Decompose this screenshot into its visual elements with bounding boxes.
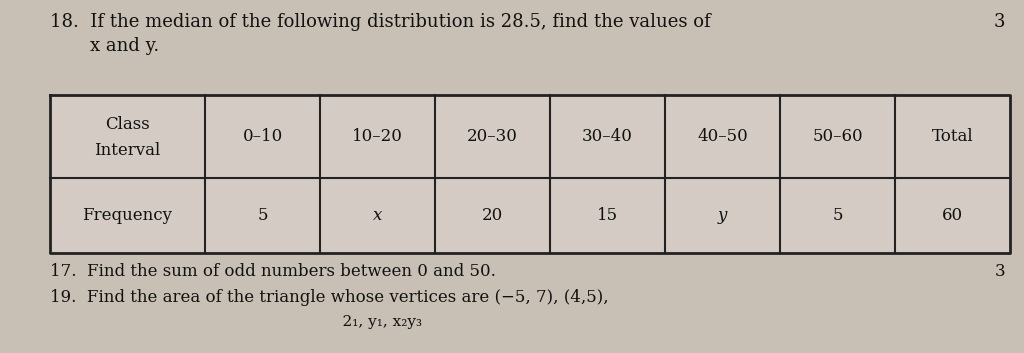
Text: 19.  Find the area of the triangle whose vertices are (−5, 7), (4,5),: 19. Find the area of the triangle whose … xyxy=(50,289,608,306)
Text: x and y.: x and y. xyxy=(90,37,160,55)
Text: Class: Class xyxy=(105,116,150,133)
Text: 5: 5 xyxy=(833,207,843,224)
Text: x: x xyxy=(373,207,382,224)
Text: 0–10: 0–10 xyxy=(243,128,283,145)
Text: 15: 15 xyxy=(597,207,618,224)
Text: Total: Total xyxy=(932,128,974,145)
Text: 2₁, y₁, x₂y₃: 2₁, y₁, x₂y₃ xyxy=(50,315,422,329)
Text: 60: 60 xyxy=(942,207,963,224)
Text: 3: 3 xyxy=(994,263,1005,280)
Bar xyxy=(50,95,1010,253)
Text: 30–40: 30–40 xyxy=(582,128,633,145)
Text: 17.  Find the sum of odd numbers between 0 and 50.: 17. Find the sum of odd numbers between … xyxy=(50,263,496,280)
Text: Interval: Interval xyxy=(94,142,161,159)
Text: 40–50: 40–50 xyxy=(697,128,748,145)
Text: Frequency: Frequency xyxy=(83,207,172,224)
Text: 5: 5 xyxy=(257,207,267,224)
Text: 20–30: 20–30 xyxy=(467,128,518,145)
Text: 18.  If the median of the following distribution is 28.5, find the values of: 18. If the median of the following distr… xyxy=(50,13,711,31)
Text: y: y xyxy=(718,207,727,224)
Text: 50–60: 50–60 xyxy=(812,128,863,145)
Text: 20: 20 xyxy=(482,207,503,224)
Text: 3: 3 xyxy=(993,13,1005,31)
Text: 10–20: 10–20 xyxy=(352,128,402,145)
